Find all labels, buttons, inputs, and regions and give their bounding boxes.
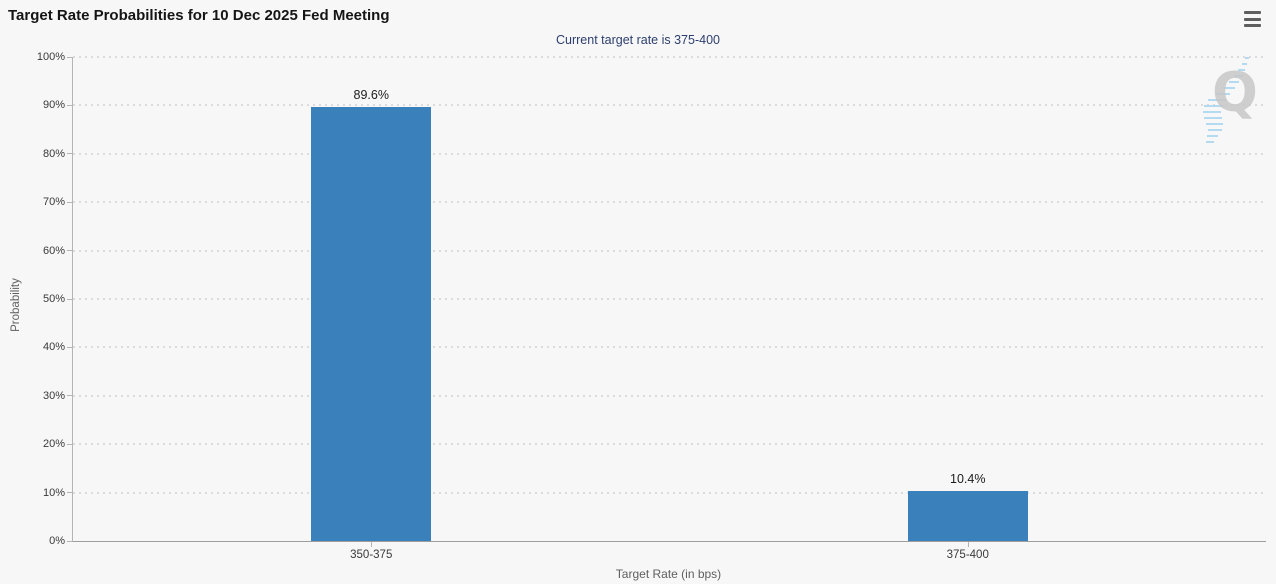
hamburger-bar [1243, 17, 1261, 21]
y-axis-tick-label: 10% [42, 486, 65, 499]
y-axis-title: Probability [10, 278, 22, 332]
gridline [73, 491, 1266, 494]
gridline [73, 298, 1266, 300]
y-axis-tick [67, 56, 73, 58]
plot-area: 0% 10% 20% 30% 40% 50% 60% 70% 80% 90% 100% 89.6% 35… [37, 51, 1266, 561]
bar-value-label: 89.6% [353, 88, 389, 103]
gridline [73, 443, 1266, 446]
probability-bar[interactable] [907, 490, 1028, 541]
x-axis-tick-label: 375-400 [946, 549, 989, 561]
y-axis-tick-label: 60% [42, 244, 65, 257]
y-axis-tick [67, 250, 73, 252]
x-axis-tick-label: 350-375 [350, 549, 393, 561]
y-axis-tick [67, 443, 73, 445]
hamburger-bar [1243, 11, 1261, 14]
x-axis-tick [967, 542, 969, 547]
y-axis-tick-label: 20% [42, 438, 65, 451]
y-axis-tick-label: 40% [42, 341, 65, 354]
y-axis-tick [67, 153, 73, 155]
probability-bar[interactable] [311, 107, 432, 541]
y-axis-tick-label: 80% [42, 147, 65, 160]
hamburger-bar [1243, 24, 1261, 27]
gridline [73, 104, 1266, 107]
gridline [73, 201, 1266, 204]
x-axis-tick [371, 542, 373, 547]
bar-value-label: 10.4% [950, 471, 986, 486]
gridline [73, 394, 1266, 397]
y-axis-tick [67, 298, 73, 300]
y-axis-tick-label: 50% [42, 293, 65, 305]
y-axis-tick [67, 540, 73, 542]
y-axis-tick-label: 0% [49, 535, 65, 547]
y-axis-tick-label: 30% [42, 389, 65, 402]
gridline [73, 346, 1266, 349]
y-axis-tick-label: 100% [36, 51, 65, 63]
gridline [73, 249, 1266, 252]
gridline [73, 56, 1266, 58]
chart-title: Target Rate Probabilities for 10 Dec 202… [8, 7, 390, 24]
y-axis-tick [67, 492, 73, 494]
chart-subtitle: Current target rate is 375-400 [556, 33, 720, 47]
gridline [73, 152, 1266, 155]
y-axis-tick-label: 90% [42, 99, 65, 112]
y-axis-tick [67, 395, 73, 397]
y-axis-tick [67, 104, 73, 106]
y-axis-tick [67, 201, 73, 203]
y-axis-tick-label: 70% [42, 196, 65, 209]
y-axis-tick [67, 346, 73, 348]
hamburger-menu-icon[interactable] [1242, 11, 1262, 27]
x-axis-title: Target Rate (in bps) [615, 567, 722, 581]
